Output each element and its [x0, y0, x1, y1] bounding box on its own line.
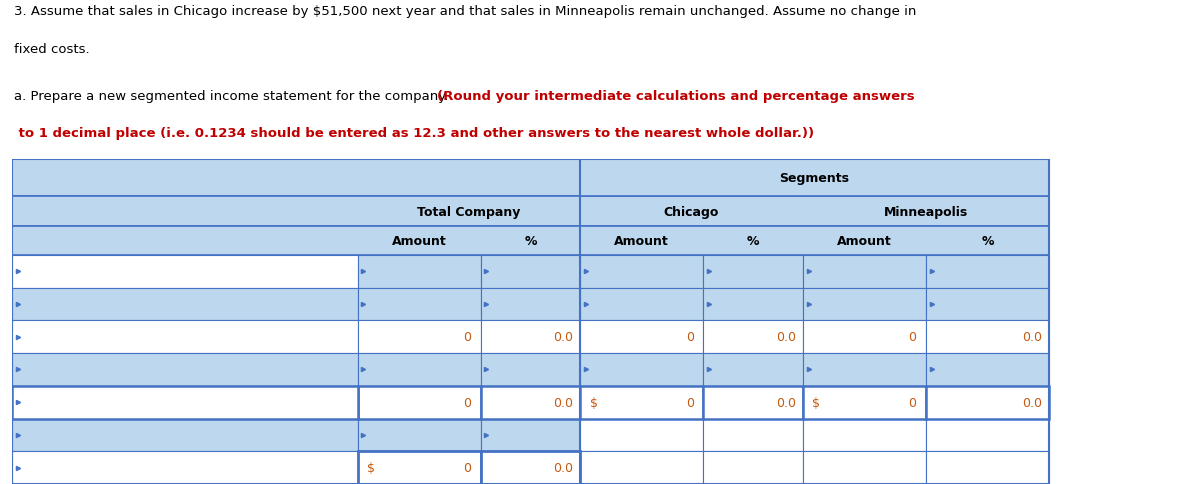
- Text: Chicago: Chicago: [664, 205, 719, 218]
- Bar: [480, 321, 581, 353]
- Bar: [703, 353, 803, 386]
- Bar: [480, 353, 581, 386]
- Text: 0: 0: [464, 396, 471, 409]
- Bar: [480, 419, 581, 452]
- Text: Amount: Amount: [837, 234, 892, 247]
- Bar: [358, 288, 480, 321]
- Bar: [12, 256, 358, 288]
- Bar: [703, 386, 803, 419]
- Text: 0: 0: [685, 331, 694, 344]
- Bar: [581, 288, 703, 321]
- Text: 3. Assume that sales in Chicago increase by $51,500 next year and that sales in : 3. Assume that sales in Chicago increase…: [14, 5, 917, 17]
- Bar: [581, 256, 703, 288]
- Text: 0: 0: [464, 461, 471, 474]
- Bar: [12, 386, 358, 419]
- Bar: [581, 452, 703, 484]
- Text: Amount: Amount: [392, 234, 447, 247]
- Text: 0: 0: [464, 331, 471, 344]
- Text: %: %: [747, 234, 759, 247]
- Text: $: $: [812, 396, 820, 409]
- Bar: [12, 386, 358, 419]
- Text: 0.0: 0.0: [776, 396, 796, 409]
- Bar: [358, 452, 480, 484]
- Text: 0: 0: [685, 396, 694, 409]
- Bar: [480, 452, 581, 484]
- Bar: [12, 160, 1049, 197]
- Bar: [803, 452, 926, 484]
- Text: Amount: Amount: [614, 234, 669, 247]
- Bar: [803, 288, 926, 321]
- Bar: [926, 419, 1049, 452]
- Bar: [12, 419, 358, 452]
- Bar: [581, 321, 703, 353]
- Bar: [703, 288, 803, 321]
- Bar: [803, 386, 926, 419]
- Bar: [926, 288, 1049, 321]
- Text: 0: 0: [908, 396, 917, 409]
- Text: 0.0: 0.0: [1022, 331, 1042, 344]
- Bar: [12, 160, 1049, 484]
- Bar: [803, 419, 926, 452]
- Bar: [581, 160, 1049, 197]
- Bar: [358, 419, 480, 452]
- Bar: [803, 353, 926, 386]
- Bar: [12, 288, 358, 321]
- Bar: [926, 386, 1049, 419]
- Text: 0.0: 0.0: [553, 396, 573, 409]
- Bar: [703, 452, 803, 484]
- Text: (Round your intermediate calculations and percentage answers: (Round your intermediate calculations an…: [437, 90, 915, 103]
- Text: to 1 decimal place (i.e. 0.1234 should be entered as 12.3 and other answers to t: to 1 decimal place (i.e. 0.1234 should b…: [14, 127, 814, 140]
- Bar: [703, 256, 803, 288]
- Bar: [12, 353, 358, 386]
- Text: 0.0: 0.0: [1022, 396, 1042, 409]
- Bar: [926, 452, 1049, 484]
- Bar: [12, 197, 1049, 226]
- Bar: [480, 386, 581, 419]
- Text: %: %: [524, 234, 536, 247]
- Bar: [480, 452, 581, 484]
- Bar: [926, 321, 1049, 353]
- Text: 0.0: 0.0: [553, 331, 573, 344]
- Bar: [358, 321, 480, 353]
- Bar: [480, 256, 581, 288]
- Bar: [581, 353, 703, 386]
- Text: 0: 0: [908, 331, 917, 344]
- Text: 0.0: 0.0: [776, 331, 796, 344]
- Text: Minneapolis: Minneapolis: [883, 205, 968, 218]
- Text: %: %: [981, 234, 994, 247]
- Bar: [581, 386, 703, 419]
- Bar: [703, 321, 803, 353]
- Bar: [12, 419, 358, 452]
- Bar: [358, 353, 480, 386]
- Text: $: $: [590, 396, 597, 409]
- Bar: [12, 452, 358, 484]
- Bar: [12, 226, 1049, 256]
- Bar: [926, 256, 1049, 288]
- Bar: [480, 288, 581, 321]
- Bar: [581, 419, 703, 452]
- Bar: [358, 386, 480, 419]
- Bar: [803, 321, 926, 353]
- Bar: [12, 321, 358, 353]
- Bar: [803, 256, 926, 288]
- Text: 0.0: 0.0: [553, 461, 573, 474]
- Text: Total Company: Total Company: [417, 205, 521, 218]
- Text: a. Prepare a new segmented income statement for the company.: a. Prepare a new segmented income statem…: [14, 90, 453, 103]
- Bar: [703, 419, 803, 452]
- Text: fixed costs.: fixed costs.: [14, 44, 89, 56]
- Bar: [358, 452, 480, 484]
- Bar: [358, 256, 480, 288]
- Text: $: $: [367, 461, 375, 474]
- Bar: [926, 353, 1049, 386]
- Text: Segments: Segments: [780, 172, 850, 185]
